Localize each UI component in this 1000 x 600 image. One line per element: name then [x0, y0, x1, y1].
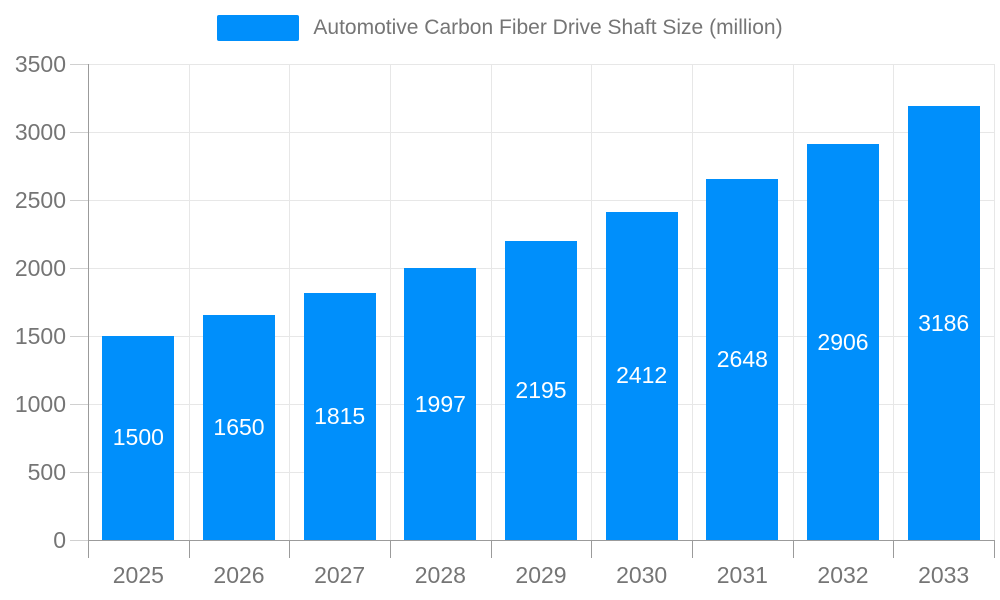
bar-value-label: 3186 — [918, 309, 970, 336]
x-axis-tick — [289, 540, 291, 558]
y-axis-line — [88, 63, 89, 558]
x-axis-label: 2026 — [213, 562, 265, 588]
y-axis-label: 3000 — [14, 118, 66, 145]
y-axis-label: 3500 — [14, 50, 66, 77]
x-axis-tick — [390, 540, 391, 558]
bar-value-label: 2906 — [817, 328, 869, 355]
legend-item[interactable]: Automotive Carbon Fiber Drive Shaft Size… — [217, 15, 783, 41]
x-axis-label: 2033 — [918, 562, 970, 588]
bar-2031[interactable]: 2648 — [706, 179, 779, 540]
x-axis-label: 2028 — [414, 562, 466, 588]
legend-label: Automotive Carbon Fiber Drive Shaft Size… — [313, 16, 783, 39]
x-axis-label: 2027 — [314, 562, 366, 588]
y-axis-label: 2000 — [14, 254, 66, 281]
y-gridline — [88, 131, 994, 133]
bar-value-label: 1500 — [112, 424, 164, 451]
x-gridline — [188, 63, 190, 540]
x-axis-tick — [893, 540, 895, 558]
x-axis-label: 2025 — [112, 562, 164, 588]
y-axis-tick — [70, 540, 88, 541]
bar-2027[interactable]: 1815 — [303, 292, 376, 540]
bar-value-label: 1815 — [314, 402, 366, 429]
y-axis-label: 0 — [53, 527, 66, 553]
x-axis-label: 2029 — [515, 562, 567, 588]
y-axis-tick — [70, 267, 88, 269]
x-axis-tick — [994, 540, 995, 558]
x-gridline — [289, 63, 291, 540]
y-axis-label: 1500 — [14, 322, 66, 349]
bar-value-label: 2195 — [515, 377, 567, 404]
x-axis-label: 2031 — [716, 562, 768, 588]
x-axis-tick — [591, 540, 593, 558]
x-gridline — [893, 63, 895, 540]
bar-2030[interactable]: 2412 — [605, 211, 678, 540]
x-gridline — [591, 63, 593, 540]
x-gridline — [490, 63, 492, 540]
x-axis-tick — [692, 540, 693, 558]
y-axis-tick — [70, 63, 88, 65]
x-axis-tick — [792, 540, 794, 558]
bar-2032[interactable]: 2906 — [807, 144, 879, 540]
y-axis-tick — [70, 131, 88, 133]
x-gridline — [390, 63, 391, 540]
x-axis-line — [88, 540, 994, 541]
x-axis-label: 2032 — [817, 562, 869, 588]
bar-value-label: 1997 — [414, 390, 466, 417]
y-gridline — [88, 63, 994, 65]
x-axis-tick — [490, 540, 492, 558]
bar-value-label: 1650 — [213, 414, 265, 441]
y-axis-label: 2500 — [14, 186, 66, 213]
bar-value-label: 2648 — [716, 346, 768, 373]
bar-value-label: 2412 — [616, 362, 668, 389]
y-axis-label: 500 — [27, 458, 66, 485]
bar-2033[interactable]: 3186 — [907, 106, 980, 540]
y-axis-tick — [70, 199, 88, 201]
y-axis-tick — [70, 335, 88, 337]
x-axis-tick — [188, 540, 190, 558]
y-axis-label: 1000 — [14, 390, 66, 417]
bar-2028[interactable]: 1997 — [404, 268, 477, 540]
y-gridline — [88, 199, 994, 201]
bar-2025[interactable]: 1500 — [102, 335, 175, 540]
x-gridline — [994, 63, 995, 540]
bar-2026[interactable]: 1650 — [203, 315, 275, 540]
legend: Automotive Carbon Fiber Drive Shaft Size… — [0, 15, 1000, 41]
x-gridline — [692, 63, 693, 540]
legend-swatch — [217, 15, 300, 41]
x-axis-label: 2030 — [616, 562, 668, 588]
bar-2029[interactable]: 2195 — [505, 241, 577, 540]
y-axis-tick — [70, 471, 88, 473]
x-gridline — [792, 63, 794, 540]
y-axis-tick — [70, 403, 88, 405]
